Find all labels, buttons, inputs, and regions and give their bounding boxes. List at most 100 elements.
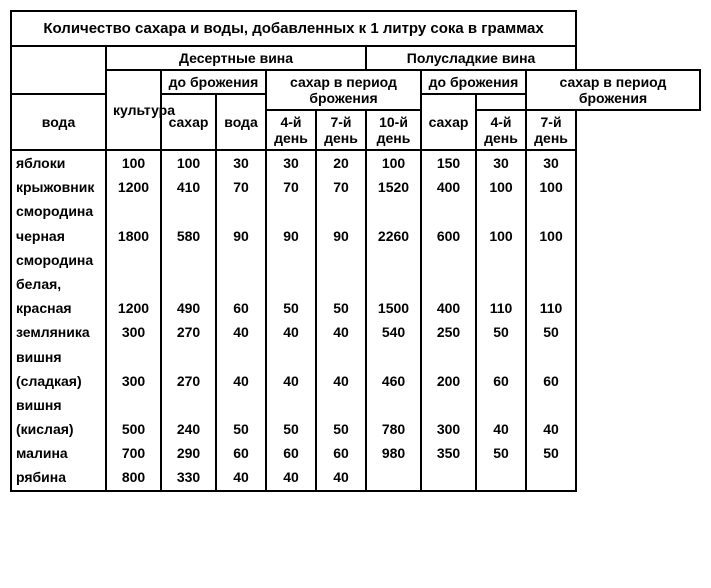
data-cell: 300 — [421, 417, 476, 441]
dessert-before-ferment: до брожения — [161, 70, 266, 94]
table-row: смородина — [11, 199, 700, 223]
data-cell: 60 — [526, 369, 576, 393]
data-cell: 400 — [421, 175, 476, 199]
data-cell — [161, 272, 216, 296]
data-cell — [266, 272, 316, 296]
data-cell: 50 — [526, 320, 576, 344]
data-cell: 50 — [316, 296, 366, 320]
data-cell: 600 — [421, 224, 476, 248]
culture-cell: смородина — [11, 199, 106, 223]
data-cell — [266, 248, 316, 272]
culture-cell: белая, — [11, 272, 106, 296]
data-cell — [161, 345, 216, 369]
data-cell: 90 — [216, 224, 266, 248]
table-row: вишня — [11, 345, 700, 369]
data-cell: 40 — [316, 320, 366, 344]
data-cell: 30 — [526, 150, 576, 175]
data-cell — [216, 393, 266, 417]
dessert-day4-header: 4-й день — [266, 110, 316, 150]
data-cell — [366, 393, 421, 417]
dessert-day7-header: 7-й день — [316, 110, 366, 150]
data-cell: 110 — [476, 296, 526, 320]
semisweet-day7-header: 7-й день — [526, 110, 576, 150]
culture-cell: вишня — [11, 345, 106, 369]
data-cell: 40 — [316, 369, 366, 393]
data-cell: 1200 — [106, 175, 161, 199]
data-cell — [106, 272, 161, 296]
data-cell — [526, 465, 576, 490]
data-cell: 1520 — [366, 175, 421, 199]
culture-cell: земляника — [11, 320, 106, 344]
data-cell: 290 — [161, 441, 216, 465]
data-cell: 40 — [216, 465, 266, 490]
data-cell — [216, 272, 266, 296]
data-cell: 100 — [476, 224, 526, 248]
data-cell — [216, 345, 266, 369]
data-cell — [106, 199, 161, 223]
data-cell: 100 — [366, 150, 421, 175]
table-row: смородина — [11, 248, 700, 272]
data-cell: 50 — [526, 441, 576, 465]
culture-cell: рябина — [11, 465, 106, 490]
data-cell: 40 — [526, 417, 576, 441]
dessert-day10-header: 10-й день — [366, 110, 421, 150]
data-cell: 980 — [366, 441, 421, 465]
semisweet-before-ferment: до брожения — [421, 70, 526, 94]
table-row: красная12004906050501500400110110 — [11, 296, 700, 320]
data-cell — [161, 393, 216, 417]
data-cell — [476, 465, 526, 490]
data-cell — [106, 393, 161, 417]
data-cell — [316, 345, 366, 369]
data-cell — [216, 199, 266, 223]
data-cell: 90 — [316, 224, 366, 248]
data-cell: 700 — [106, 441, 161, 465]
table-body: яблоки1001003030201001503030крыжовник120… — [11, 150, 700, 491]
table-row: рябина800330404040 — [11, 465, 700, 490]
data-cell: 2260 — [366, 224, 421, 248]
table-row: малина7002906060609803505050 — [11, 441, 700, 465]
data-cell — [366, 465, 421, 490]
data-cell: 270 — [161, 369, 216, 393]
data-cell — [526, 345, 576, 369]
data-cell — [421, 248, 476, 272]
data-cell — [106, 248, 161, 272]
data-cell — [161, 199, 216, 223]
culture-cell: черная — [11, 224, 106, 248]
table-row: черная18005809090902260600100100 — [11, 224, 700, 248]
culture-cell: смородина — [11, 248, 106, 272]
data-cell: 1500 — [366, 296, 421, 320]
data-cell: 800 — [106, 465, 161, 490]
table-row: (кислая)5002405050507803004040 — [11, 417, 700, 441]
table-row: крыжовник12004107070701520400100100 — [11, 175, 700, 199]
data-cell — [476, 272, 526, 296]
culture-header: культура — [106, 70, 161, 150]
table-title: Количество сахара и воды, добавленных к … — [11, 11, 576, 46]
data-cell: 540 — [366, 320, 421, 344]
data-cell: 40 — [216, 320, 266, 344]
wine-additives-table: Количество сахара и воды, добавленных к … — [10, 10, 701, 492]
data-cell: 50 — [316, 417, 366, 441]
data-cell — [526, 199, 576, 223]
data-cell: 60 — [476, 369, 526, 393]
data-cell: 200 — [421, 369, 476, 393]
data-cell: 60 — [266, 441, 316, 465]
culture-cell: (сладкая) — [11, 369, 106, 393]
data-cell: 30 — [476, 150, 526, 175]
table-row: земляника3002704040405402505050 — [11, 320, 700, 344]
data-cell: 60 — [216, 296, 266, 320]
data-cell: 40 — [266, 465, 316, 490]
data-cell: 250 — [421, 320, 476, 344]
data-cell — [316, 393, 366, 417]
data-cell: 100 — [106, 150, 161, 175]
data-cell: 100 — [161, 150, 216, 175]
data-cell: 780 — [366, 417, 421, 441]
dessert-sugar-period: сахар в период брожения — [266, 70, 421, 110]
culture-cell: крыжовник — [11, 175, 106, 199]
semisweet-water-header: вода — [216, 94, 266, 150]
data-cell: 40 — [316, 465, 366, 490]
data-cell: 240 — [161, 417, 216, 441]
data-cell: 330 — [161, 465, 216, 490]
culture-cell: яблоки — [11, 150, 106, 175]
culture-cell: красная — [11, 296, 106, 320]
data-cell: 410 — [161, 175, 216, 199]
